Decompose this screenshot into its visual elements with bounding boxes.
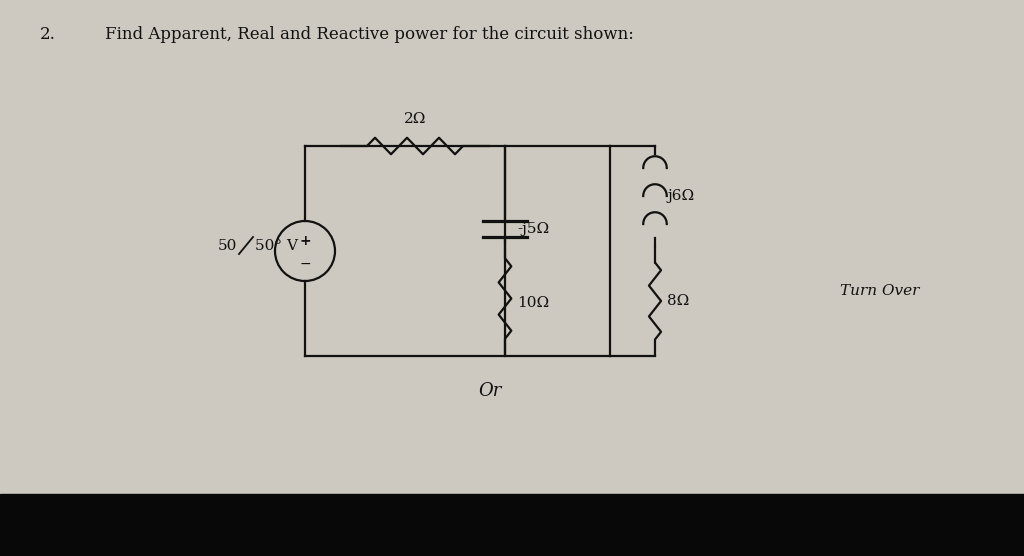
Bar [0,494,1024,556]
Text: j6Ω: j6Ω [667,189,694,203]
Text: Turn Over: Turn Over [841,284,920,298]
Text: -j5Ω: -j5Ω [517,222,549,236]
Text: 8Ω: 8Ω [667,294,689,308]
Text: 50° V: 50° V [255,239,298,253]
Text: Find Apparent, Real and Reactive power for the circuit shown:: Find Apparent, Real and Reactive power f… [105,26,634,43]
Text: −: − [299,257,311,271]
Text: Or: Or [478,382,502,400]
Text: 10Ω: 10Ω [517,296,549,310]
Text: 2.: 2. [40,26,56,43]
Text: 50: 50 [218,239,237,253]
Text: +: + [299,234,311,248]
Text: 2Ω: 2Ω [403,112,426,126]
